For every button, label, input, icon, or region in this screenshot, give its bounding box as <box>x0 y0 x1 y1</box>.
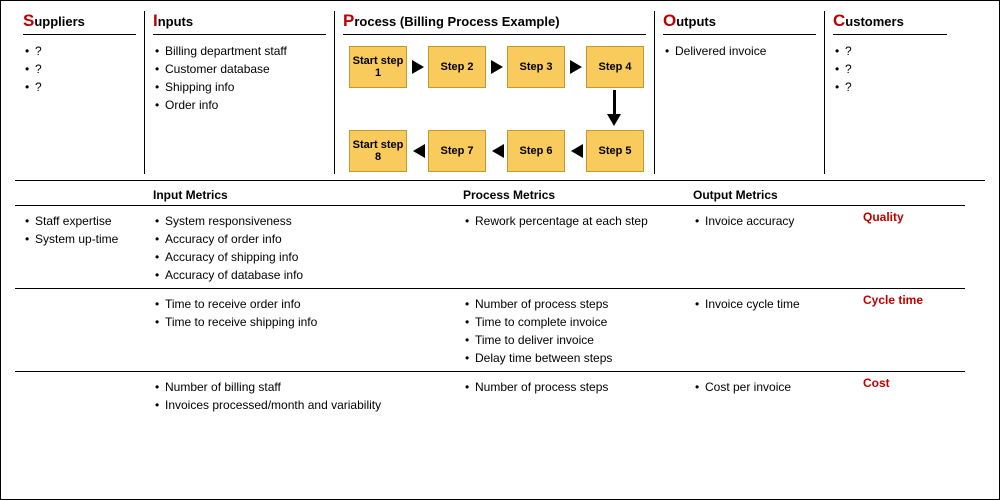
outputs-column: Outputs Delivered invoice <box>655 11 825 174</box>
metrics-blank-header <box>15 185 145 206</box>
metrics-cell <box>15 289 145 372</box>
list-item: Number of billing staff <box>153 378 447 396</box>
process-flowchart: Start step 1 Step 2 Step 3 Step 4 Step 5… <box>343 42 646 174</box>
list-item: ? <box>23 42 136 60</box>
list-item: Invoice accuracy <box>693 212 847 230</box>
metrics-cell: Cost per invoice <box>685 372 855 418</box>
cycletime-label: Cycle time <box>855 289 965 372</box>
metrics-cell <box>15 372 145 418</box>
list-item: Rework percentage at each step <box>463 212 677 230</box>
list-item: ? <box>833 60 947 78</box>
arrow-right-icon <box>412 60 424 74</box>
list-item: Time to receive shipping info <box>153 313 447 331</box>
list-item: ? <box>23 78 136 96</box>
metrics-cell: Time to receive order info Time to recei… <box>145 289 455 372</box>
sipoc-diagram: Suppliers ? ? ? Inputs Billing departmen… <box>0 0 1000 500</box>
list-item: Delay time between steps <box>463 349 677 367</box>
customers-header: Customers <box>833 11 947 35</box>
list-item: Number of process steps <box>463 378 677 396</box>
customers-list: ? ? ? <box>833 42 947 96</box>
outputs-first-letter: O <box>663 11 676 30</box>
list-item: Number of process steps <box>463 295 677 313</box>
list-item: Accuracy of order info <box>153 230 447 248</box>
customers-column: Customers ? ? ? <box>825 11 955 174</box>
metrics-cell: Number of process steps Time to complete… <box>455 289 685 372</box>
metrics-cell: Number of process steps <box>455 372 685 418</box>
metrics-cell: Invoice cycle time <box>685 289 855 372</box>
flow-step: Step 6 <box>507 130 565 172</box>
metrics-cell: Invoice accuracy <box>685 206 855 289</box>
output-metrics-header: Output Metrics <box>685 185 855 206</box>
flow-step: Step 2 <box>428 46 486 88</box>
list-item: Order info <box>153 96 326 114</box>
arrow-right-icon <box>570 60 582 74</box>
suppliers-first-letter: S <box>23 11 34 30</box>
flow-step: Step 4 <box>586 46 644 88</box>
list-item: Delivered invoice <box>663 42 816 60</box>
metrics-blank-header <box>855 185 965 206</box>
list-item: System up-time <box>23 230 137 248</box>
quality-label: Quality <box>855 206 965 289</box>
suppliers-rest: uppliers <box>34 14 85 29</box>
list-item: Accuracy of shipping info <box>153 248 447 266</box>
metrics-table: Input Metrics Process Metrics Output Met… <box>15 185 985 418</box>
list-item: ? <box>23 60 136 78</box>
flow-step: Step 5 <box>586 130 644 172</box>
inputs-rest: nputs <box>158 14 193 29</box>
metrics-cell: Staff expertise System up-time <box>15 206 145 289</box>
list-item: Cost per invoice <box>693 378 847 396</box>
outputs-header: Outputs <box>663 11 816 35</box>
flow-step: Start step 1 <box>349 46 407 88</box>
list-item: Time to complete invoice <box>463 313 677 331</box>
flow-step: Start step 8 <box>349 130 407 172</box>
list-item: ? <box>833 42 947 60</box>
list-item: Time to receive order info <box>153 295 447 313</box>
outputs-rest: utputs <box>676 14 716 29</box>
outputs-list: Delivered invoice <box>663 42 816 60</box>
arrow-stem <box>613 90 616 116</box>
customers-first-letter: C <box>833 11 845 30</box>
arrow-left-icon <box>413 144 425 158</box>
list-item: ? <box>833 78 947 96</box>
inputs-header: Inputs <box>153 11 326 35</box>
arrow-right-icon <box>491 60 503 74</box>
sipoc-top-row: Suppliers ? ? ? Inputs Billing departmen… <box>15 11 985 181</box>
list-item: Billing department staff <box>153 42 326 60</box>
list-item: System responsiveness <box>153 212 447 230</box>
process-first-letter: P <box>343 11 354 30</box>
customers-rest: ustomers <box>845 14 904 29</box>
metrics-cell: System responsiveness Accuracy of order … <box>145 206 455 289</box>
arrow-down-icon <box>607 114 621 126</box>
process-metrics-header: Process Metrics <box>455 185 685 206</box>
suppliers-header: Suppliers <box>23 11 136 35</box>
flow-step: Step 3 <box>507 46 565 88</box>
list-item: Invoice cycle time <box>693 295 847 313</box>
arrow-left-icon <box>492 144 504 158</box>
inputs-column: Inputs Billing department staff Customer… <box>145 11 335 174</box>
process-rest: rocess (Billing Process Example) <box>354 14 559 29</box>
list-item: Time to deliver invoice <box>463 331 677 349</box>
flow-step: Step 7 <box>428 130 486 172</box>
inputs-list: Billing department staff Customer databa… <box>153 42 326 114</box>
metrics-cell: Number of billing staff Invoices process… <box>145 372 455 418</box>
metrics-cell: Rework percentage at each step <box>455 206 685 289</box>
process-header: Process (Billing Process Example) <box>343 11 646 35</box>
input-metrics-header: Input Metrics <box>145 185 455 206</box>
list-item: Invoices processed/month and variability <box>153 396 447 414</box>
list-item: Shipping info <box>153 78 326 96</box>
suppliers-column: Suppliers ? ? ? <box>15 11 145 174</box>
list-item: Customer database <box>153 60 326 78</box>
process-column: Process (Billing Process Example) Start … <box>335 11 655 174</box>
cost-label: Cost <box>855 372 965 418</box>
list-item: Staff expertise <box>23 212 137 230</box>
arrow-left-icon <box>571 144 583 158</box>
list-item: Accuracy of database info <box>153 266 447 284</box>
suppliers-list: ? ? ? <box>23 42 136 96</box>
